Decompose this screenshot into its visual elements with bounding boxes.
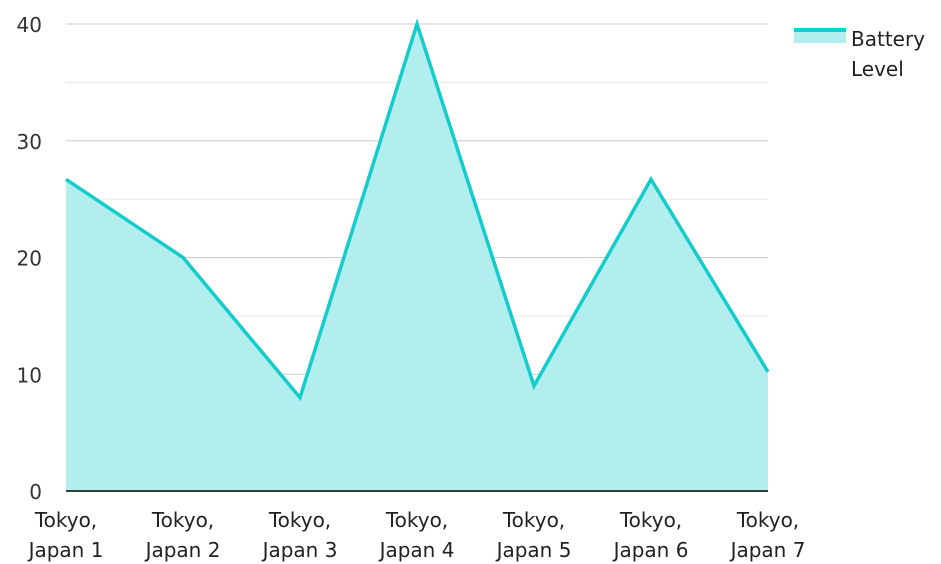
x-tick-label-line: Tokyo, — [151, 508, 214, 532]
x-tick-label: Tokyo, Japan 5 — [495, 508, 572, 562]
y-axis-ticks: 0 10 20 30 40 — [17, 13, 42, 504]
series-area-fill — [66, 24, 768, 491]
x-tick-label-line: Tokyo, — [736, 508, 799, 532]
x-tick-label: Tokyo, Japan 2 — [144, 508, 221, 562]
x-tick-label-line: Japan 2 — [144, 538, 221, 562]
y-tick-label: 40 — [17, 13, 42, 37]
legend-swatch-battery-level — [794, 28, 846, 43]
y-tick-label: 30 — [17, 130, 42, 154]
area-series — [65, 18, 770, 491]
legend-swatch-fill — [794, 32, 846, 43]
x-tick-label-line: Japan 3 — [261, 538, 338, 562]
x-tick-label-line: Japan 5 — [495, 538, 572, 562]
x-tick-label-line: Tokyo, — [619, 508, 682, 532]
x-tick-label-line: Tokyo, — [385, 508, 448, 532]
legend-label-line-2: Level — [851, 57, 904, 81]
legend-swatch-line — [794, 28, 846, 32]
x-tick-label-line: Tokyo, — [34, 508, 97, 532]
x-tick-label-line: Japan 6 — [612, 538, 689, 562]
y-tick-label: 20 — [17, 247, 42, 271]
y-tick-label: 10 — [17, 363, 42, 387]
x-tick-label: Tokyo, Japan 3 — [261, 508, 338, 562]
x-tick-label-line: Tokyo, — [502, 508, 565, 532]
x-tick-label-line: Japan 1 — [27, 538, 104, 562]
legend: Battery Level — [794, 24, 931, 84]
x-tick-label: Tokyo, Japan 6 — [612, 508, 689, 562]
legend-label-battery-level: Battery Level — [851, 24, 931, 84]
x-tick-label-line: Japan 7 — [729, 538, 806, 562]
legend-label-line-1: Battery — [851, 27, 926, 51]
y-tick-label: 0 — [29, 480, 42, 504]
x-tick-label-line: Japan 4 — [378, 538, 455, 562]
x-tick-label: Tokyo, Japan 4 — [378, 508, 455, 562]
x-tick-label-line: Tokyo, — [268, 508, 331, 532]
x-tick-label: Tokyo, Japan 1 — [27, 508, 104, 562]
x-tick-label: Tokyo, Japan 7 — [729, 508, 806, 562]
